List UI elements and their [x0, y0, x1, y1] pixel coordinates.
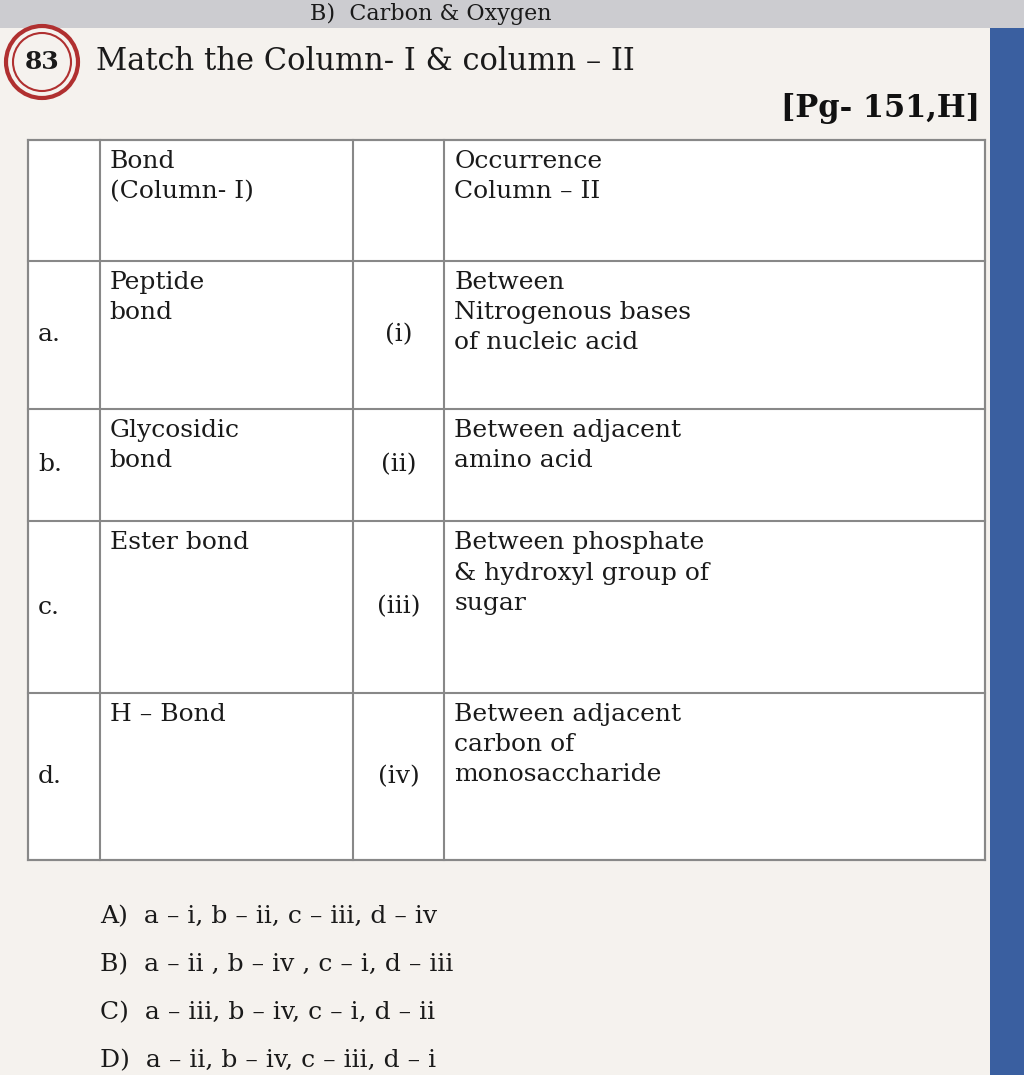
Bar [28, 140, 985, 860]
Text: D)  a – ii, b – iv, c – iii, d – i: D) a – ii, b – iv, c – iii, d – i [100, 1049, 436, 1072]
Text: H – Bond: H – Bond [110, 703, 225, 726]
Text: B)  Carbon & Oxygen: B) Carbon & Oxygen [310, 3, 552, 25]
Text: Occurrence
Column – II: Occurrence Column – II [455, 151, 602, 203]
Text: (ii): (ii) [381, 454, 417, 476]
Text: Match the Column- I & column – II: Match the Column- I & column – II [96, 46, 635, 77]
Text: Ester bond: Ester bond [110, 531, 249, 555]
Text: (iii): (iii) [377, 596, 421, 618]
Text: Between
Nitrogenous bases
of nucleic acid: Between Nitrogenous bases of nucleic aci… [455, 271, 691, 354]
Text: Between adjacent
carbon of
monosaccharide: Between adjacent carbon of monosaccharid… [455, 703, 681, 786]
Text: B)  a – ii , b – iv , c – i, d – iii: B) a – ii , b – iv , c – i, d – iii [100, 954, 454, 976]
Text: (i): (i) [385, 324, 413, 346]
Text: b.: b. [38, 454, 62, 476]
Text: c.: c. [38, 596, 60, 618]
Text: A)  a – i, b – ii, c – iii, d – iv: A) a – i, b – ii, c – iii, d – iv [100, 905, 437, 928]
Text: a.: a. [38, 324, 61, 346]
Text: Between phosphate
& hydroxyl group of
sugar: Between phosphate & hydroxyl group of su… [455, 531, 710, 615]
Text: [Pg- 151,H]: [Pg- 151,H] [781, 92, 980, 124]
Text: (iv): (iv) [378, 764, 420, 788]
Bar [0, 0, 1024, 28]
Text: C)  a – iii, b – iv, c – i, d – ii: C) a – iii, b – iv, c – i, d – ii [100, 1001, 435, 1024]
Text: 83: 83 [25, 51, 59, 74]
Text: Peptide
bond: Peptide bond [110, 271, 205, 324]
Text: Bond
(Column- I): Bond (Column- I) [110, 151, 254, 203]
Bar [990, 0, 1024, 1075]
Text: Between adjacent
amino acid: Between adjacent amino acid [455, 418, 681, 472]
Text: d.: d. [38, 764, 62, 788]
Text: Glycosidic
bond: Glycosidic bond [110, 418, 240, 472]
